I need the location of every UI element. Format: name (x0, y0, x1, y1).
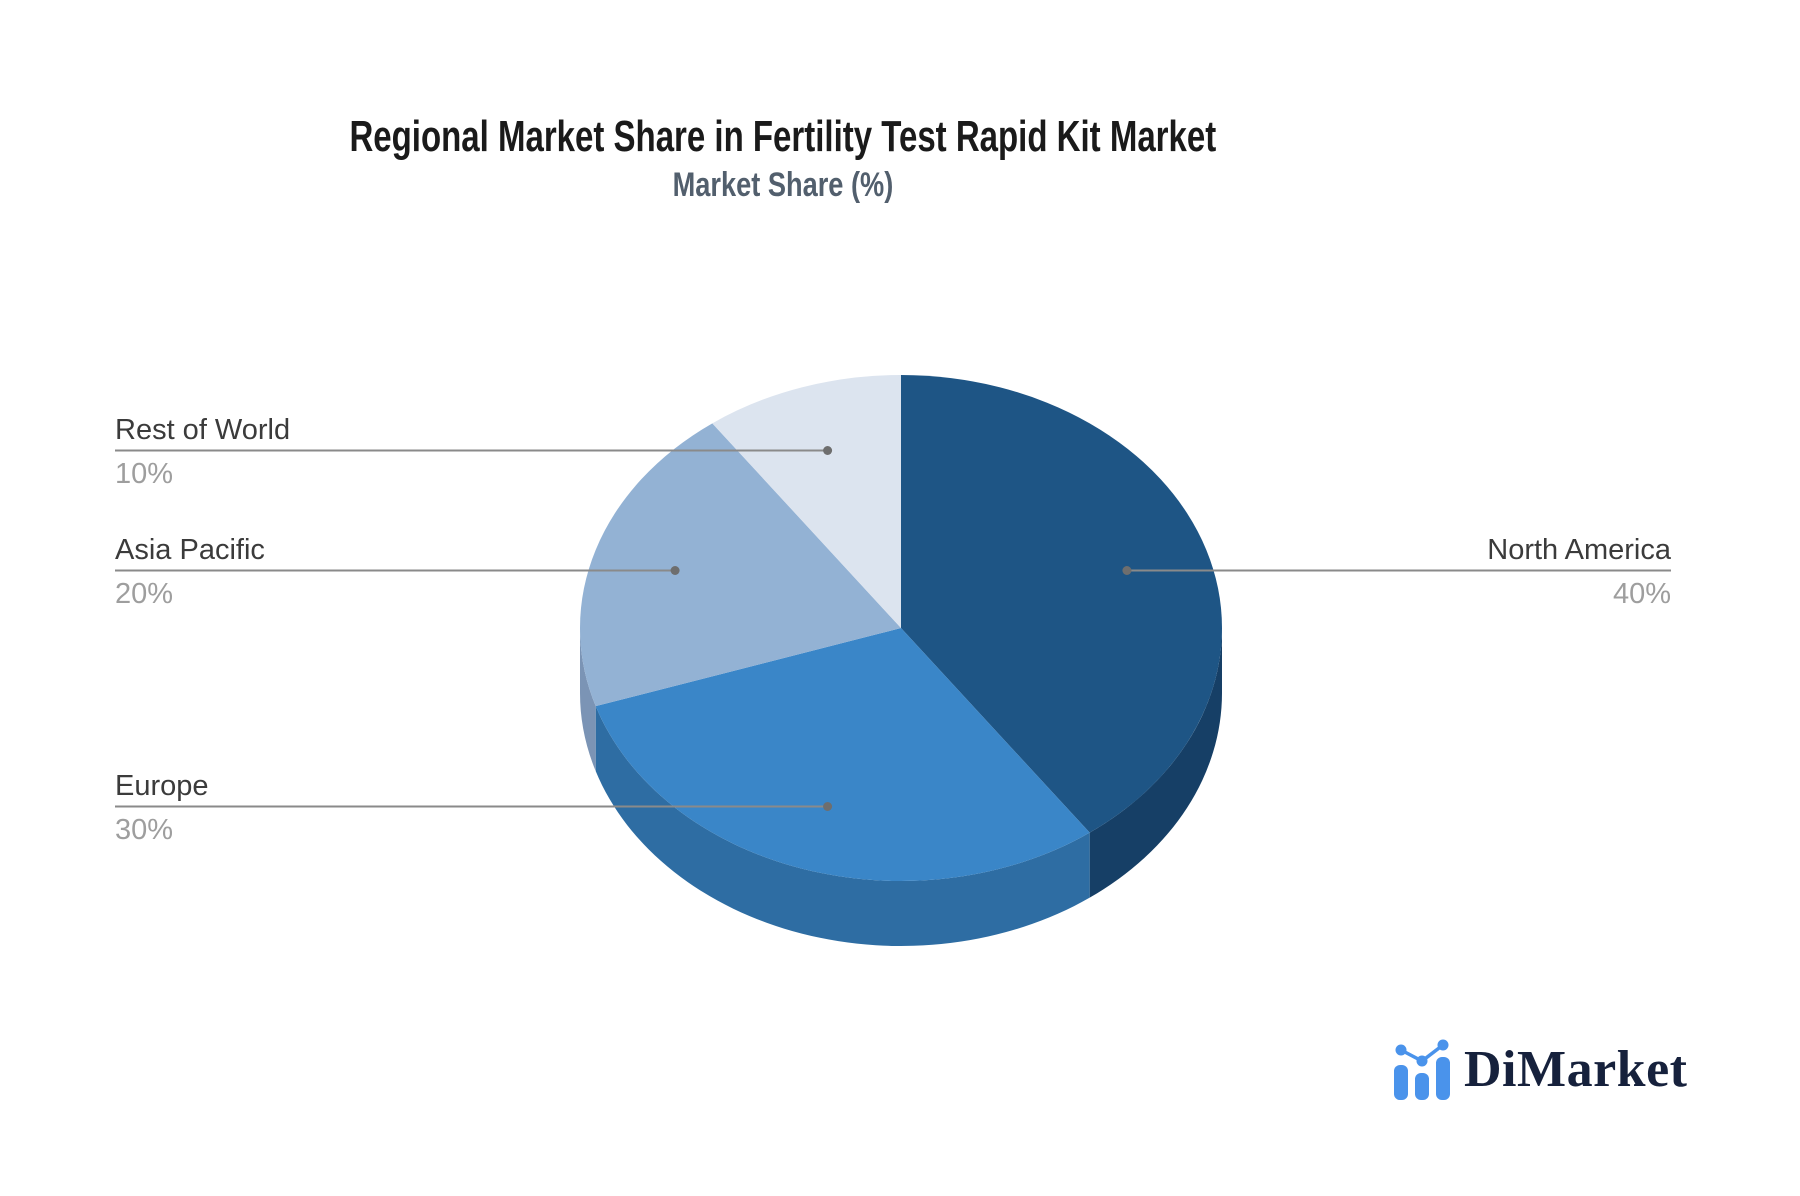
slice-value: 20% (115, 577, 174, 610)
dimarket-logo: DiMarket (1393, 1038, 1687, 1108)
leader-dot (823, 446, 833, 455)
pie-slice-depth (595, 706, 1090, 946)
slice-label-north-america: North America 40% (1487, 533, 1671, 611)
pie-slice (595, 628, 1090, 881)
slice-name: Asia Pacific (115, 533, 265, 566)
slice-name: Europe (115, 769, 209, 802)
leader-dot (823, 802, 833, 811)
chart-subtitle: Market Share (%) (672, 166, 894, 204)
pie-slice (580, 423, 901, 707)
slice-label-rest-of-world: Rest of World 10% (115, 413, 290, 491)
pie-slice (901, 375, 1222, 833)
slice-value: 30% (115, 813, 174, 846)
slice-name: Rest of World (115, 413, 291, 446)
chart-title: Regional Market Share in Fertility Test … (349, 112, 1217, 161)
leader-dot (1122, 566, 1132, 575)
pie-slice (712, 375, 901, 628)
slice-label-europe: Europe 30% (115, 769, 209, 847)
slice-value: 10% (115, 457, 174, 490)
slice-label-asia-pacific: Asia Pacific 20% (115, 533, 265, 611)
slice-name: North America (1487, 533, 1671, 566)
dimarket-logo-icon (1394, 1039, 1450, 1100)
leader-dot (670, 566, 680, 575)
pie-slice-depth (580, 628, 596, 772)
slice-value: 40% (1612, 577, 1671, 610)
dimarket-logo-text: DiMarket (1464, 1041, 1688, 1098)
pie-slice-depth (1089, 628, 1222, 898)
